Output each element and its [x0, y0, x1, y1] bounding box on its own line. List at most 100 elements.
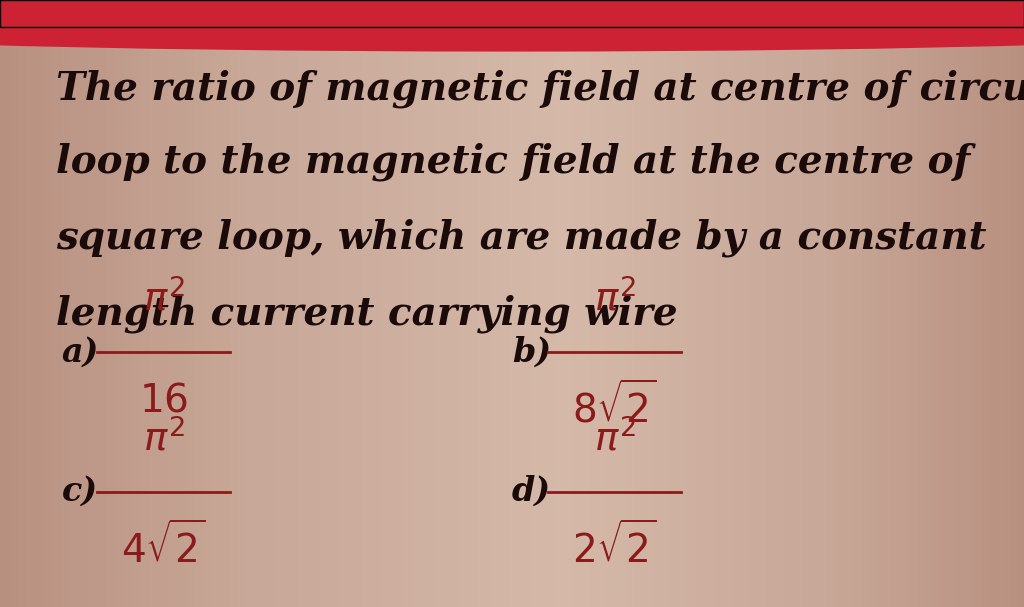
Bar [9, 0, 17, 607]
Bar [989, 0, 995, 607]
Bar [17, 0, 27, 607]
Bar [105, 0, 115, 607]
Bar [510, 0, 521, 607]
Bar [341, 0, 351, 607]
Bar [854, 0, 861, 607]
Bar [239, 0, 247, 607]
Bar [415, 0, 426, 607]
Text: The ratio of magnetic field at centre of circular: The ratio of magnetic field at centre of… [56, 70, 1024, 108]
Bar [695, 0, 705, 607]
Bar [669, 0, 678, 607]
Text: $\pi^2$: $\pi^2$ [143, 279, 184, 319]
Bar [383, 0, 393, 607]
Bar [319, 0, 330, 607]
Bar [404, 0, 415, 607]
Bar [598, 0, 607, 607]
Bar [939, 0, 946, 607]
Text: $2\sqrt{2}$: $2\sqrt{2}$ [572, 522, 656, 571]
Bar [351, 0, 361, 607]
Text: $4\sqrt{2}$: $4\sqrt{2}$ [122, 522, 206, 571]
Bar [841, 0, 848, 607]
Bar [731, 0, 739, 607]
Bar [883, 0, 890, 607]
Bar [168, 0, 176, 607]
Bar [115, 0, 124, 607]
Bar [919, 0, 925, 607]
Bar [572, 0, 581, 607]
Bar [581, 0, 590, 607]
Bar [298, 0, 309, 607]
Bar [946, 0, 953, 607]
Bar [911, 0, 919, 607]
Bar [758, 0, 766, 607]
Bar [247, 0, 256, 607]
Text: loop to the magnetic field at the centre of: loop to the magnetic field at the centre… [56, 143, 971, 181]
Bar [643, 0, 651, 607]
Bar [97, 0, 105, 607]
Bar [563, 0, 572, 607]
Bar [88, 0, 97, 607]
Bar [203, 0, 212, 607]
Bar [458, 0, 468, 607]
Bar [932, 0, 939, 607]
Bar [521, 0, 531, 607]
Bar [802, 0, 810, 607]
Bar [393, 0, 404, 607]
Text: length current carrying wire: length current carrying wire [56, 294, 678, 333]
Bar [607, 0, 616, 607]
Text: $\pi^2$: $\pi^2$ [143, 419, 184, 458]
Bar [176, 0, 185, 607]
Bar [616, 0, 625, 607]
Bar [848, 0, 854, 607]
Text: $8\sqrt{2}$: $8\sqrt{2}$ [572, 382, 656, 431]
Bar [53, 0, 61, 607]
Bar [489, 0, 500, 607]
Bar [775, 0, 784, 607]
Bar [687, 0, 695, 607]
Bar [868, 0, 876, 607]
Bar [705, 0, 714, 607]
Bar [151, 0, 159, 607]
Bar [784, 0, 793, 607]
Bar [500, 0, 510, 607]
Bar [256, 0, 266, 607]
Bar [1017, 0, 1024, 607]
Bar [542, 0, 553, 607]
Bar [890, 0, 897, 607]
FancyBboxPatch shape [0, 0, 1024, 27]
Bar [309, 0, 319, 607]
Bar [982, 0, 989, 607]
Bar [61, 0, 71, 607]
Bar [749, 0, 758, 607]
Bar [373, 0, 383, 607]
Bar [961, 0, 968, 607]
Bar [71, 0, 80, 607]
Bar [766, 0, 775, 607]
Bar [590, 0, 598, 607]
Bar [1002, 0, 1010, 607]
Bar [904, 0, 911, 607]
Bar [0, 0, 9, 607]
Bar [925, 0, 932, 607]
Bar [478, 0, 489, 607]
Bar [446, 0, 458, 607]
Bar [651, 0, 660, 607]
Bar [660, 0, 669, 607]
Bar [975, 0, 982, 607]
Bar [995, 0, 1002, 607]
Bar [436, 0, 446, 607]
Bar [132, 0, 141, 607]
Text: b): b) [512, 336, 551, 368]
Bar [876, 0, 883, 607]
Bar [826, 0, 834, 607]
Bar [1010, 0, 1017, 607]
Bar [80, 0, 88, 607]
Bar [278, 0, 288, 607]
Bar [625, 0, 634, 607]
Bar [361, 0, 373, 607]
Text: $\pi^2$: $\pi^2$ [594, 419, 635, 458]
Bar [44, 0, 53, 607]
Bar [221, 0, 229, 607]
Bar [468, 0, 478, 607]
Text: c): c) [61, 475, 97, 508]
